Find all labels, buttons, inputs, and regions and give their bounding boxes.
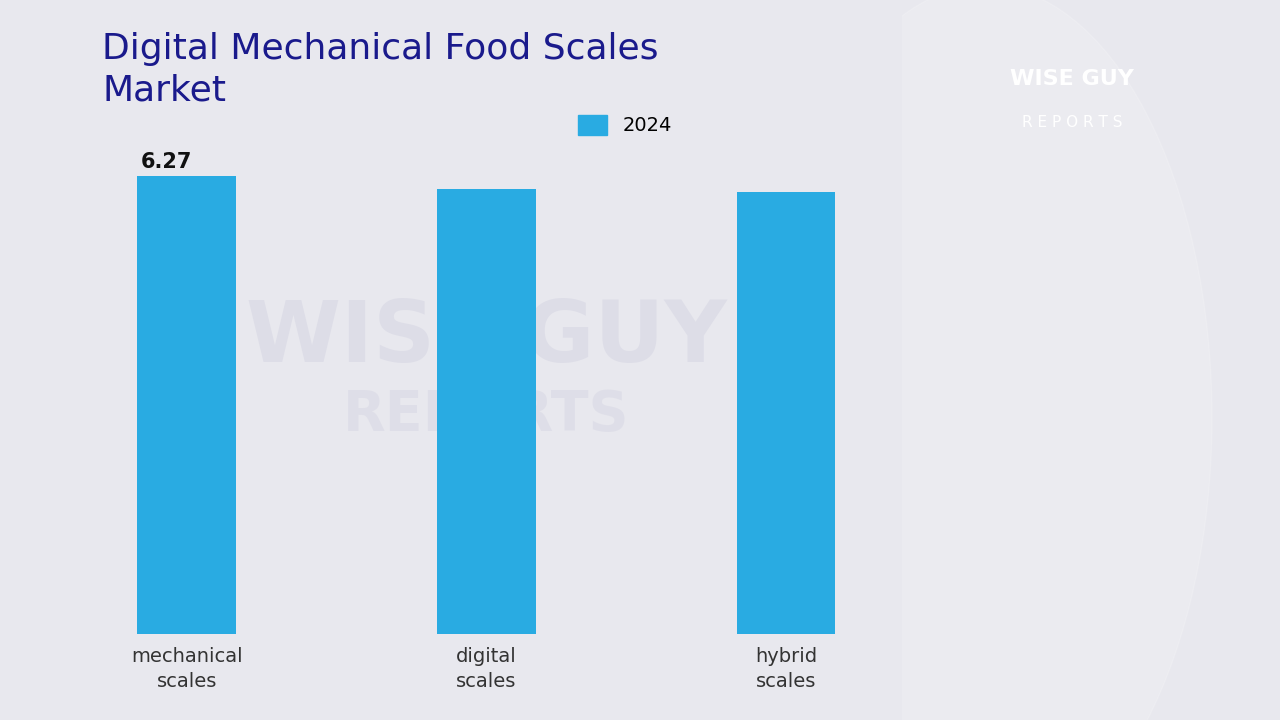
Text: Digital Mechanical Food Scales
Market: Digital Mechanical Food Scales Market <box>102 32 659 107</box>
Circle shape <box>759 0 1212 720</box>
Bar <box>137 176 237 634</box>
Legend: 2024: 2024 <box>570 107 680 143</box>
Bar <box>436 189 536 634</box>
Text: REPORTS: REPORTS <box>343 387 630 441</box>
Bar <box>736 192 836 634</box>
Text: WISE GUY: WISE GUY <box>246 297 727 379</box>
Text: 6.27: 6.27 <box>141 152 192 172</box>
Text: WISE GUY: WISE GUY <box>1010 69 1134 89</box>
Text: R E P O R T S: R E P O R T S <box>1021 115 1123 130</box>
